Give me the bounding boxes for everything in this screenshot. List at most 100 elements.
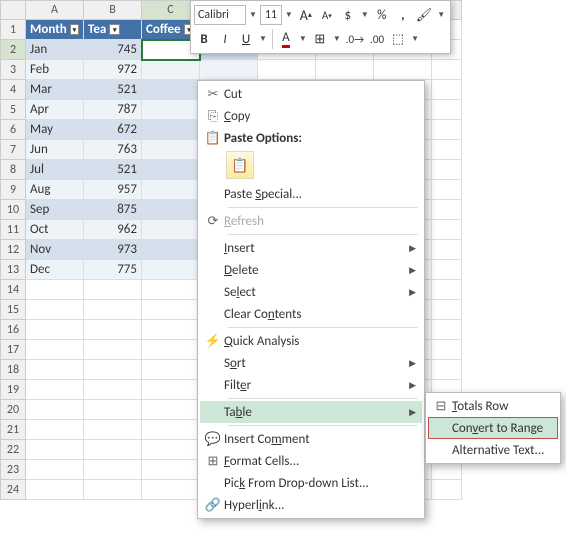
submenu-totals-row[interactable]: ⊟Totals Row — [428, 395, 558, 417]
column-header[interactable]: B — [84, 0, 142, 20]
cell[interactable] — [432, 80, 462, 100]
cell[interactable] — [432, 240, 462, 260]
menu-pick-list[interactable]: Pick From Drop-down List... — [200, 472, 422, 494]
cell[interactable] — [432, 360, 462, 380]
cell[interactable]: Jun — [26, 140, 84, 160]
increase-decimal-button[interactable]: .0→ — [344, 28, 366, 50]
cell[interactable]: 745 — [84, 40, 142, 60]
merge-dropdown-icon[interactable]: ▼ — [409, 28, 421, 50]
cell[interactable] — [26, 340, 84, 360]
borders-dropdown-icon[interactable]: ▼ — [331, 28, 343, 50]
cell[interactable] — [142, 60, 200, 80]
cell[interactable]: Oct — [26, 220, 84, 240]
cell[interactable] — [432, 100, 462, 120]
cell[interactable]: Apr — [26, 100, 84, 120]
cell[interactable] — [26, 300, 84, 320]
cell[interactable]: 521 — [84, 80, 142, 100]
menu-insert-comment[interactable]: 💬Insert Comment — [200, 428, 422, 450]
row-header[interactable]: 16 — [0, 320, 26, 340]
cell[interactable] — [432, 120, 462, 140]
cell[interactable] — [142, 260, 200, 280]
row-header[interactable]: 6 — [0, 120, 26, 140]
cell[interactable] — [26, 360, 84, 380]
row-header[interactable]: 18 — [0, 360, 26, 380]
format-dropdown-icon[interactable]: ▼ — [435, 4, 447, 26]
underline-dropdown-icon[interactable]: ▼ — [257, 28, 269, 50]
cell[interactable] — [142, 200, 200, 220]
cell[interactable] — [26, 440, 84, 460]
cell[interactable] — [432, 340, 462, 360]
row-header[interactable]: 13 — [0, 260, 26, 280]
cell[interactable] — [374, 60, 432, 80]
increase-font-button[interactable]: A▴ — [296, 4, 316, 26]
column-header[interactable]: A — [26, 0, 84, 20]
cell[interactable] — [26, 460, 84, 480]
cell[interactable] — [142, 140, 200, 160]
cell[interactable] — [432, 300, 462, 320]
filter-dropdown-icon[interactable]: ▾ — [109, 24, 120, 35]
font-selector[interactable]: Calibri — [194, 5, 246, 25]
merge-button[interactable]: ⬚ — [388, 28, 408, 50]
cell[interactable] — [142, 360, 200, 380]
menu-copy[interactable]: ⎘Copy — [200, 105, 422, 127]
row-header[interactable]: 20 — [0, 400, 26, 420]
menu-quick-analysis[interactable]: ⚡Quick Analysis — [200, 330, 422, 352]
cell[interactable] — [142, 280, 200, 300]
cell[interactable]: 875 — [84, 200, 142, 220]
paste-option-button[interactable]: 📋 — [226, 151, 254, 179]
cell[interactable]: Jan — [26, 40, 84, 60]
row-header[interactable]: 21 — [0, 420, 26, 440]
cell[interactable]: 521 — [84, 160, 142, 180]
row-header[interactable]: 7 — [0, 140, 26, 160]
cell[interactable] — [432, 200, 462, 220]
font-color-dropdown-icon[interactable]: ▼ — [297, 28, 309, 50]
cell[interactable] — [84, 320, 142, 340]
menu-cut[interactable]: ✂Cut — [200, 83, 422, 105]
row-header[interactable]: 17 — [0, 340, 26, 360]
cell[interactable] — [142, 460, 200, 480]
cell[interactable]: 972 — [84, 60, 142, 80]
cell[interactable]: 957 — [84, 180, 142, 200]
cell[interactable] — [26, 320, 84, 340]
size-dropdown-icon[interactable]: ▼ — [283, 4, 295, 26]
cell[interactable] — [84, 360, 142, 380]
cell[interactable] — [26, 380, 84, 400]
cell[interactable] — [432, 320, 462, 340]
cell[interactable]: May — [26, 120, 84, 140]
cell[interactable] — [142, 300, 200, 320]
font-dropdown-icon[interactable]: ▼ — [247, 4, 259, 26]
cell[interactable] — [432, 280, 462, 300]
row-header[interactable]: 1 — [0, 20, 26, 40]
row-header[interactable]: 5 — [0, 100, 26, 120]
underline-button[interactable]: U — [236, 28, 256, 50]
menu-sort[interactable]: Sort▶ — [200, 352, 422, 374]
cell[interactable] — [142, 160, 200, 180]
cell[interactable]: Month▾ — [26, 20, 84, 40]
cell[interactable] — [432, 480, 462, 500]
cell[interactable] — [432, 220, 462, 240]
cell[interactable] — [84, 380, 142, 400]
font-size-selector[interactable]: 11 — [260, 5, 282, 25]
currency-button[interactable]: $ — [338, 4, 358, 26]
percent-button[interactable]: % — [372, 4, 392, 26]
cell[interactable] — [142, 180, 200, 200]
menu-insert[interactable]: Insert▶ — [200, 237, 422, 259]
cell[interactable] — [142, 220, 200, 240]
select-all-corner[interactable] — [0, 0, 26, 20]
submenu-alternative-text[interactable]: Alternative Text... — [428, 439, 558, 461]
row-header[interactable]: 2 — [0, 40, 26, 60]
cell[interactable] — [432, 60, 462, 80]
cell[interactable]: Aug — [26, 180, 84, 200]
cell[interactable] — [432, 180, 462, 200]
cell[interactable] — [84, 420, 142, 440]
cell[interactable]: Nov — [26, 240, 84, 260]
currency-dropdown-icon[interactable]: ▼ — [359, 4, 371, 26]
cell[interactable] — [142, 400, 200, 420]
cell[interactable] — [258, 60, 316, 80]
format-painter-button[interactable]: 🖌 — [414, 4, 435, 26]
cell[interactable] — [432, 260, 462, 280]
row-header[interactable]: 9 — [0, 180, 26, 200]
cell[interactable] — [84, 460, 142, 480]
cell[interactable] — [84, 280, 142, 300]
row-header[interactable]: 22 — [0, 440, 26, 460]
